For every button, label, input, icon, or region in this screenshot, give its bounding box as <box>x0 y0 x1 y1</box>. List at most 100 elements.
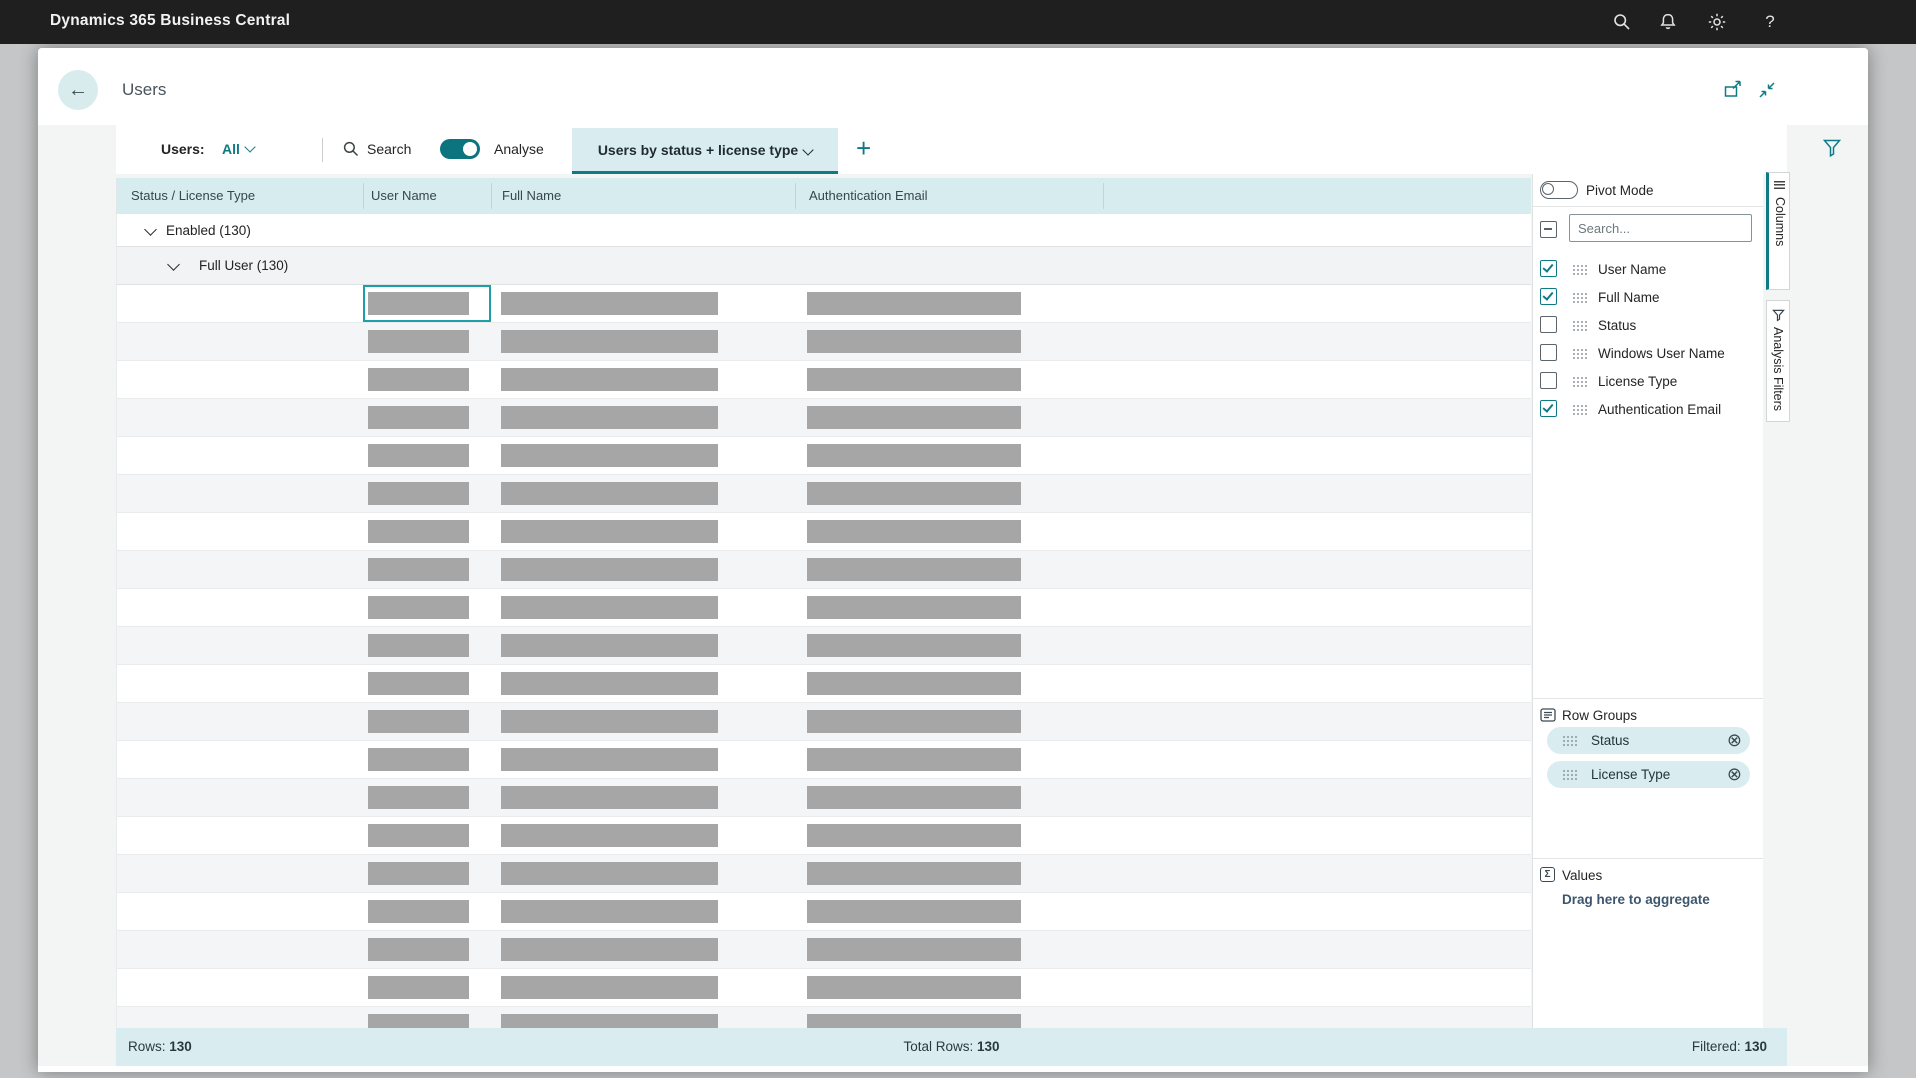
cell-placeholder <box>368 406 469 429</box>
table-row[interactable] <box>117 627 1531 665</box>
field-checkbox[interactable] <box>1540 372 1557 389</box>
table-row[interactable] <box>117 399 1531 437</box>
pivot-mode-label: Pivot Mode <box>1586 183 1654 198</box>
group-row-license[interactable]: Full User (130) <box>117 247 1531 285</box>
field-row[interactable]: Full Name <box>1533 284 1763 312</box>
drag-handle-icon[interactable] <box>1573 405 1575 407</box>
cell-placeholder <box>807 444 1021 467</box>
field-checkbox[interactable] <box>1540 316 1557 333</box>
tab-label: Analysis Filters <box>1771 327 1785 412</box>
search-button[interactable]: Search <box>367 141 412 157</box>
page-card: ← Users Users: All Search Analyse Users … <box>38 48 1868 1072</box>
card-bottom-strip <box>38 1066 1868 1072</box>
cell-placeholder <box>501 824 718 847</box>
table-row[interactable] <box>117 361 1531 399</box>
help-icon[interactable]: ? <box>1765 12 1775 31</box>
remove-icon[interactable]: ⊗ <box>1726 764 1742 784</box>
table-row[interactable] <box>117 323 1531 361</box>
field-checkbox[interactable] <box>1540 344 1557 361</box>
app-title: Dynamics 365 Business Central <box>50 12 291 29</box>
cell-placeholder <box>501 786 718 809</box>
table-row[interactable] <box>117 969 1531 1007</box>
table-row[interactable] <box>117 1007 1531 1028</box>
field-row[interactable]: Windows User Name <box>1533 340 1763 368</box>
table-row[interactable] <box>117 285 1531 323</box>
cell-placeholder <box>807 330 1021 353</box>
chevron-down-icon <box>244 141 256 153</box>
cell-placeholder <box>501 368 718 391</box>
field-checkbox[interactable] <box>1540 400 1557 417</box>
tab-analysis-filters[interactable]: Analysis Filters <box>1766 300 1790 422</box>
drag-handle-icon[interactable] <box>1573 293 1575 295</box>
cell-placeholder <box>807 748 1021 771</box>
column-search-input[interactable] <box>1569 214 1752 242</box>
select-all-checkbox[interactable] <box>1540 221 1557 238</box>
column-header[interactable]: Authentication Email <box>809 188 928 203</box>
drag-handle-icon[interactable] <box>1573 349 1575 351</box>
drag-handle-icon[interactable] <box>1573 265 1575 267</box>
cell-placeholder <box>368 710 469 733</box>
cell-placeholder <box>501 900 718 923</box>
back-button[interactable]: ← <box>58 70 98 110</box>
settings-icon[interactable] <box>1707 12 1727 32</box>
filtered-count: Filtered: 130 <box>1691 1039 1767 1054</box>
cell-placeholder <box>501 938 718 961</box>
field-row[interactable]: User Name <box>1533 256 1763 284</box>
table-row[interactable] <box>117 589 1531 627</box>
field-row[interactable]: Authentication Email <box>1533 396 1763 424</box>
column-header[interactable]: User Name <box>371 188 437 203</box>
table-row[interactable] <box>117 475 1531 513</box>
page-header: ← Users <box>38 48 1868 125</box>
scope-filter-dropdown[interactable]: All <box>222 141 256 157</box>
table-row[interactable] <box>117 931 1531 969</box>
field-row[interactable]: Status <box>1533 312 1763 340</box>
table-row[interactable] <box>117 551 1531 589</box>
analyze-toggle[interactable] <box>440 139 480 159</box>
remove-icon[interactable]: ⊗ <box>1726 730 1742 750</box>
row-group-pill[interactable]: License Type ⊗ <box>1547 761 1750 788</box>
cell-placeholder <box>368 900 469 923</box>
table-row[interactable] <box>117 703 1531 741</box>
drag-handle-icon[interactable] <box>1563 770 1565 772</box>
field-checkbox[interactable] <box>1540 260 1557 277</box>
column-header[interactable]: Status / License Type <box>131 188 256 203</box>
table-row[interactable] <box>117 513 1531 551</box>
drag-handle-icon[interactable] <box>1563 736 1565 738</box>
row-group-pill[interactable]: Status ⊗ <box>1547 727 1750 754</box>
search-icon[interactable] <box>1612 12 1632 32</box>
table-row[interactable] <box>117 779 1531 817</box>
chevron-down-icon[interactable] <box>167 258 180 271</box>
analysis-tab[interactable]: Users by status + license type <box>572 128 838 174</box>
cell-placeholder <box>807 368 1021 391</box>
add-analysis-tab-button[interactable]: + <box>856 133 872 163</box>
cell-placeholder <box>368 330 469 353</box>
selected-cell[interactable] <box>363 285 491 322</box>
cell-placeholder <box>501 444 718 467</box>
collapse-icon[interactable] <box>1757 80 1777 100</box>
table-row[interactable] <box>117 817 1531 855</box>
open-in-new-window-icon[interactable] <box>1723 80 1743 100</box>
column-header[interactable]: Full Name <box>502 188 562 203</box>
table-row[interactable] <box>117 665 1531 703</box>
filter-icon[interactable] <box>1822 138 1842 158</box>
pivot-mode-toggle[interactable] <box>1540 181 1578 199</box>
cell-placeholder <box>807 900 1021 923</box>
table-row[interactable] <box>117 437 1531 475</box>
field-row[interactable]: License Type <box>1533 368 1763 396</box>
tab-columns[interactable]: Columns <box>1766 172 1790 290</box>
table-row[interactable] <box>117 855 1531 893</box>
notifications-icon[interactable] <box>1658 12 1678 32</box>
table-row[interactable] <box>117 893 1531 931</box>
field-checkbox[interactable] <box>1540 288 1557 305</box>
drag-handle-icon[interactable] <box>1573 377 1575 379</box>
cell-placeholder <box>368 482 469 505</box>
row-groups-section: Row Groups Status ⊗ License Type ⊗ <box>1533 698 1763 859</box>
cell-placeholder <box>807 938 1021 961</box>
cell-placeholder <box>807 672 1021 695</box>
chevron-down-icon[interactable] <box>144 223 157 236</box>
group-row-status[interactable]: Enabled (130) <box>117 214 1531 247</box>
table-header: Status / License Type User Name Full Nam… <box>116 178 1531 214</box>
table-row[interactable] <box>117 741 1531 779</box>
drag-handle-icon[interactable] <box>1573 321 1575 323</box>
cell-placeholder <box>501 292 718 315</box>
